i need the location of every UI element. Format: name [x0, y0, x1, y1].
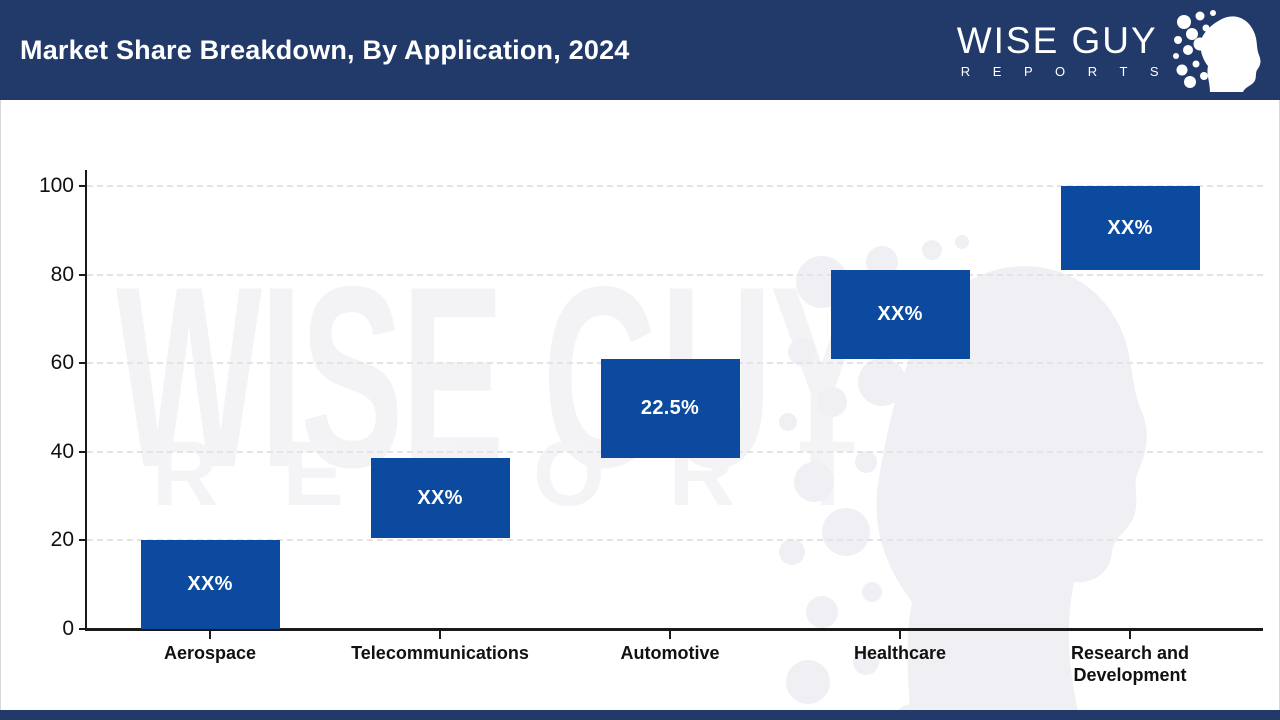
bar-value-label: 22.5% [640, 397, 700, 420]
bar-healthcare: XX% [830, 270, 970, 359]
x-axis-tick-3 [899, 631, 901, 639]
y-axis-label-100: 100 [38, 174, 74, 197]
x-axis-label-3: Healthcare [853, 643, 947, 663]
bar-research-and-development: XX% [1060, 186, 1200, 271]
y-axis-label-80: 80 [50, 262, 74, 286]
header-bar: Market Share Breakdown, By Application, … [0, 0, 1280, 100]
brand-head-icon [1173, 10, 1261, 92]
bar-aerospace: XX% [140, 540, 280, 629]
x-axis-tick-1 [439, 631, 441, 639]
bar-value-label: XX% [417, 486, 463, 509]
y-axis-tick-0 [79, 628, 87, 630]
gridline-80 [87, 273, 1263, 276]
bar-value-label: XX% [187, 573, 233, 596]
x-axis-tick-2 [669, 631, 671, 639]
y-axis-tick-100 [79, 185, 87, 187]
footer-bar [0, 710, 1280, 720]
bar-telecommunications: XX% [370, 458, 510, 539]
x-axis-line [85, 628, 1263, 631]
y-axis-label-60: 60 [50, 351, 74, 375]
y-axis-label-0: 0 [62, 617, 74, 640]
watermark-head-icon [779, 235, 1147, 720]
gridline-20 [87, 539, 1263, 542]
x-axis-tick-4 [1129, 631, 1131, 639]
bar-value-label: XX% [1107, 216, 1153, 239]
y-axis-tick-20 [79, 539, 87, 542]
brand-subname: R E P O R T S [960, 63, 1168, 79]
watermark-reports: REPORTS [152, 423, 1045, 525]
bar-value-label: XX% [877, 302, 923, 325]
y-axis-tick-60 [79, 362, 87, 365]
brand-name: WISE GUY [956, 19, 1158, 61]
y-axis-tick-80 [79, 273, 87, 276]
y-axis-line [85, 170, 87, 631]
x-axis-label-4: Research and Development [1070, 643, 1190, 685]
plot-area: 0 20 40 60 80 100 XX% Aerospace XX% Telecommunica… [0, 100, 1280, 720]
x-axis-label-1: Telecommunications [351, 643, 529, 663]
y-axis-label-40: 40 [50, 439, 74, 463]
gridline-100 [87, 185, 1263, 187]
bar-automotive: 22.5% [600, 358, 740, 459]
page-title: Market Share Breakdown, By Application, … [20, 34, 630, 65]
y-axis-tick-40 [79, 450, 87, 453]
brand-logo-text: WISE GUY R E P O R T S [957, 22, 1168, 79]
x-axis-label-2: Automotive [620, 643, 720, 663]
x-axis-label-0: Aerospace [163, 643, 257, 663]
y-axis-label-20: 20 [50, 528, 74, 552]
brand-logo: WISE GUY R E P O R T S [957, 8, 1262, 92]
x-axis-tick-0 [209, 631, 211, 639]
